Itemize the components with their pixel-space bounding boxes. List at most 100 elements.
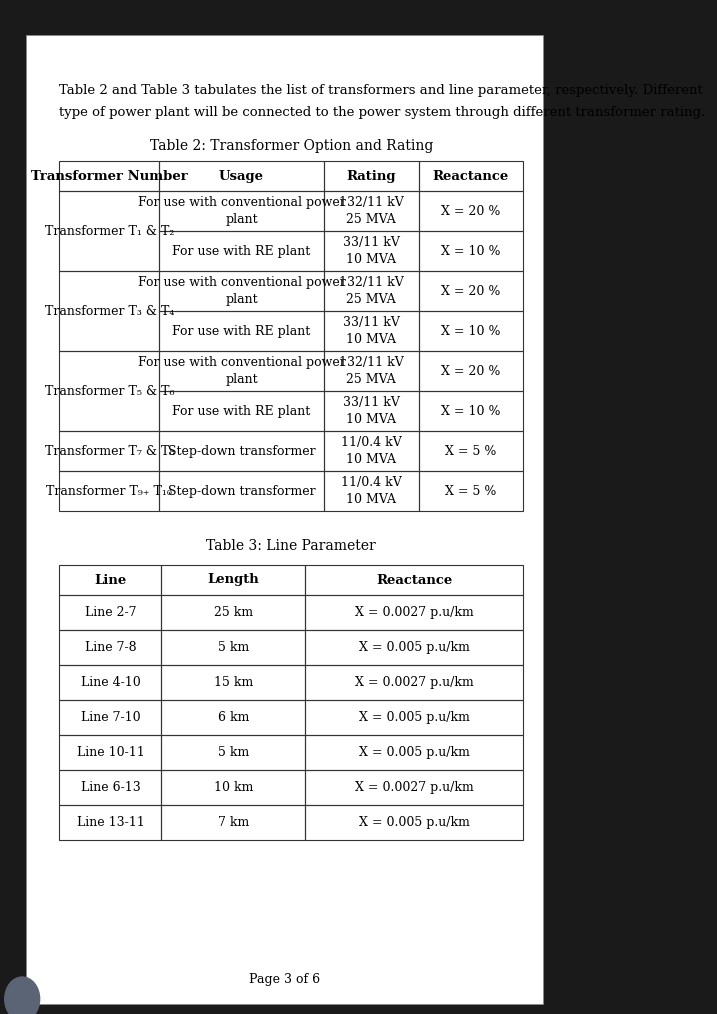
Bar <box>60 565 161 595</box>
Bar <box>305 665 523 700</box>
Text: Line 4-10: Line 4-10 <box>80 676 141 689</box>
Bar <box>60 630 161 665</box>
Bar <box>159 351 324 391</box>
Text: Page 3 of 6: Page 3 of 6 <box>249 972 320 986</box>
Bar <box>324 351 419 391</box>
Bar <box>161 770 305 805</box>
Bar <box>305 735 523 770</box>
Bar <box>419 231 523 271</box>
Bar <box>305 630 523 665</box>
Bar <box>60 351 159 431</box>
Bar <box>324 191 419 231</box>
Bar <box>305 595 523 630</box>
Text: For use with conventional power
plant: For use with conventional power plant <box>138 356 346 385</box>
Text: Step-down transformer: Step-down transformer <box>168 485 315 498</box>
Text: Transformer T₇ & T₈: Transformer T₇ & T₈ <box>44 444 174 457</box>
Text: X = 0.005 p.u/km: X = 0.005 p.u/km <box>358 641 470 654</box>
Bar <box>419 470 523 511</box>
Text: Line: Line <box>95 574 127 586</box>
Bar <box>419 161 523 191</box>
Text: Reactance: Reactance <box>433 169 509 183</box>
Bar <box>161 665 305 700</box>
Bar <box>60 595 161 630</box>
Bar <box>159 191 324 231</box>
Bar <box>60 271 159 351</box>
Text: X = 0.005 p.u/km: X = 0.005 p.u/km <box>358 711 470 724</box>
Bar <box>159 271 324 311</box>
Text: X = 0.0027 p.u/km: X = 0.0027 p.u/km <box>355 781 473 794</box>
Bar <box>159 431 324 470</box>
Bar <box>161 630 305 665</box>
Text: 15 km: 15 km <box>214 676 253 689</box>
Bar <box>419 351 523 391</box>
Bar <box>60 735 161 770</box>
Text: Line 13-11: Line 13-11 <box>77 816 144 829</box>
Text: 132/11 kV
25 MVA: 132/11 kV 25 MVA <box>339 197 404 226</box>
Text: Transformer T₁ & T₂: Transformer T₁ & T₂ <box>44 224 174 237</box>
Text: X = 5 %: X = 5 % <box>445 444 497 457</box>
Text: For use with conventional power
plant: For use with conventional power plant <box>138 197 346 226</box>
Bar <box>324 431 419 470</box>
Bar <box>324 271 419 311</box>
Bar <box>419 311 523 351</box>
Bar <box>324 470 419 511</box>
Text: Line 2-7: Line 2-7 <box>85 606 136 619</box>
Text: X = 0.0027 p.u/km: X = 0.0027 p.u/km <box>355 606 473 619</box>
Bar <box>324 391 419 431</box>
Text: X = 5 %: X = 5 % <box>445 485 497 498</box>
Text: For use with conventional power
plant: For use with conventional power plant <box>138 276 346 306</box>
Bar <box>305 770 523 805</box>
Bar <box>161 735 305 770</box>
Bar <box>305 565 523 595</box>
Text: Transformer T₉₊ T₁₀: Transformer T₉₊ T₁₀ <box>47 485 172 498</box>
Bar <box>60 700 161 735</box>
Text: Length: Length <box>207 574 260 586</box>
Text: X = 10 %: X = 10 % <box>441 405 500 418</box>
Bar <box>305 805 523 840</box>
Text: Table 2: Transformer Option and Rating: Table 2: Transformer Option and Rating <box>150 139 433 153</box>
Bar <box>60 665 161 700</box>
Bar <box>161 565 305 595</box>
Text: Rating: Rating <box>346 169 396 183</box>
Bar <box>419 191 523 231</box>
Text: Transformer Number: Transformer Number <box>31 169 188 183</box>
Bar <box>161 805 305 840</box>
Text: X = 10 %: X = 10 % <box>441 324 500 338</box>
Bar <box>324 231 419 271</box>
Text: 33/11 kV
10 MVA: 33/11 kV 10 MVA <box>343 236 399 266</box>
Text: Reactance: Reactance <box>376 574 452 586</box>
Text: 132/11 kV
25 MVA: 132/11 kV 25 MVA <box>339 276 404 306</box>
Text: Line 6-13: Line 6-13 <box>80 781 141 794</box>
Bar <box>159 470 324 511</box>
Bar <box>60 431 159 470</box>
Bar <box>60 161 159 191</box>
Bar <box>60 470 159 511</box>
Text: 7 km: 7 km <box>218 816 249 829</box>
Text: 5 km: 5 km <box>218 641 249 654</box>
Text: 5 km: 5 km <box>218 746 249 759</box>
Bar <box>324 161 419 191</box>
Text: X = 10 %: X = 10 % <box>441 244 500 258</box>
Bar <box>419 391 523 431</box>
Text: Step-down transformer: Step-down transformer <box>168 444 315 457</box>
Text: X = 0.0027 p.u/km: X = 0.0027 p.u/km <box>355 676 473 689</box>
Text: 6 km: 6 km <box>218 711 249 724</box>
Text: X = 20 %: X = 20 % <box>441 285 500 297</box>
Text: For use with RE plant: For use with RE plant <box>172 244 310 258</box>
Bar <box>161 595 305 630</box>
Bar <box>60 770 161 805</box>
Text: For use with RE plant: For use with RE plant <box>172 324 310 338</box>
Text: 132/11 kV
25 MVA: 132/11 kV 25 MVA <box>339 356 404 385</box>
Text: 33/11 kV
10 MVA: 33/11 kV 10 MVA <box>343 396 399 426</box>
Text: Transformer T₅ & T₆: Transformer T₅ & T₆ <box>44 384 174 397</box>
Bar <box>60 805 161 840</box>
Bar <box>60 191 159 271</box>
Text: Usage: Usage <box>219 169 264 183</box>
Text: 10 km: 10 km <box>214 781 253 794</box>
Bar <box>159 161 324 191</box>
Text: 33/11 kV
10 MVA: 33/11 kV 10 MVA <box>343 316 399 346</box>
Bar <box>159 391 324 431</box>
Bar <box>159 231 324 271</box>
Bar <box>419 431 523 470</box>
Text: Table 3: Line Parameter: Table 3: Line Parameter <box>206 539 376 553</box>
